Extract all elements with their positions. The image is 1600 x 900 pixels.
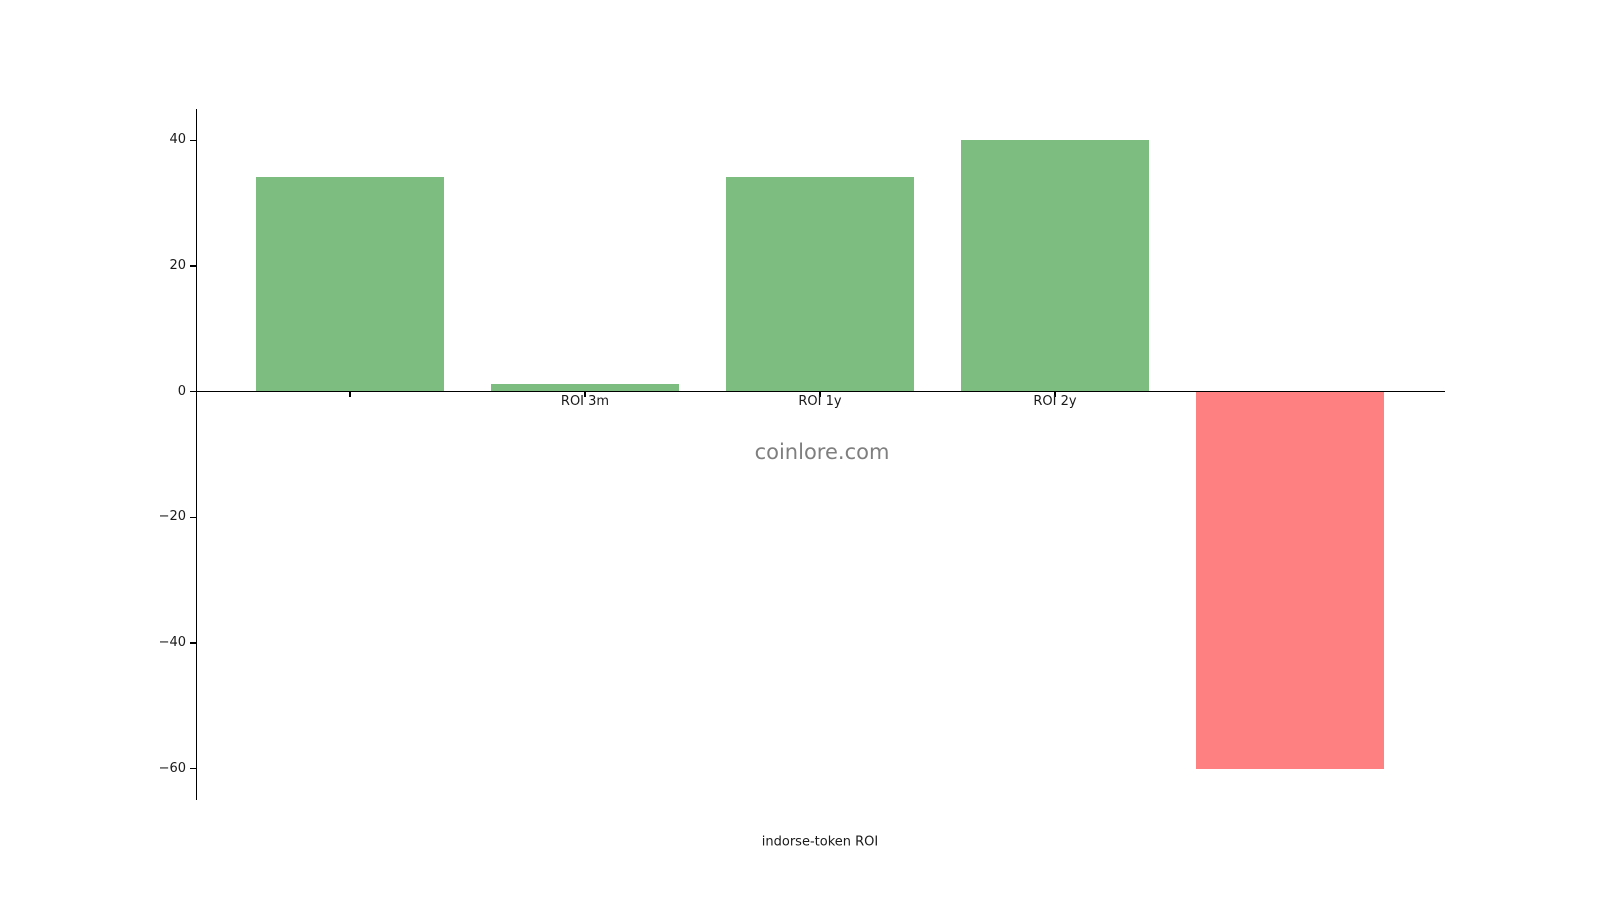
x-tick-label: ROI 1y	[798, 394, 842, 409]
y-tick-label: 0	[177, 383, 186, 399]
x-tick-mark	[584, 391, 586, 397]
x-tick-mark	[819, 391, 821, 397]
y-tick-label: −40	[158, 634, 186, 650]
x-tick-mark	[1054, 391, 1056, 397]
y-tick-label: 20	[169, 258, 186, 274]
y-tick-mark	[190, 642, 196, 644]
bar-ROI 3m	[491, 383, 679, 392]
y-tick-mark	[190, 516, 196, 518]
x-tick-label: ROI 2y	[1033, 394, 1077, 409]
y-tick-label: 40	[169, 132, 186, 148]
x-axis-line	[196, 391, 1445, 393]
x-tick-label: ROI 3m	[560, 394, 610, 409]
bar-ROI 1y	[726, 176, 914, 392]
watermark-text: coinlore.com	[754, 440, 890, 464]
y-tick-mark	[190, 391, 196, 393]
y-tick-label: −20	[158, 509, 186, 525]
bar-unlabeled-4	[1196, 391, 1384, 769]
y-tick-mark	[190, 767, 196, 770]
y-tick-label: −60	[158, 760, 186, 776]
y-axis-spine	[196, 109, 198, 800]
x-tick-mark	[349, 391, 351, 397]
y-tick-mark	[190, 265, 196, 267]
bar-unlabeled-0	[256, 176, 444, 392]
bar-ROI 2y	[961, 139, 1149, 392]
y-tick-mark	[190, 139, 196, 142]
chart-title: indorse-token ROI	[761, 834, 879, 850]
